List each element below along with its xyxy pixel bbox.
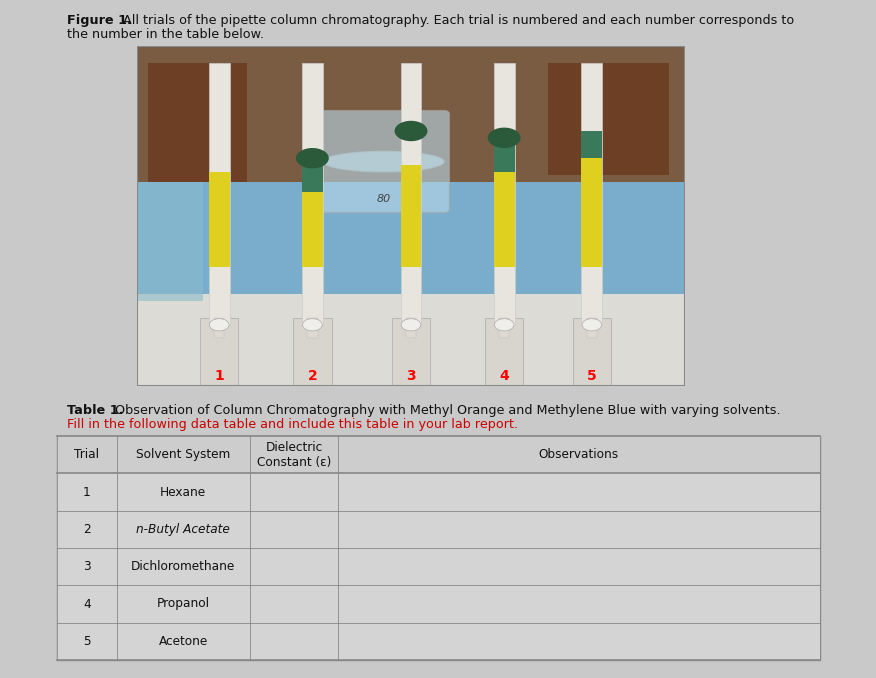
Bar bbox=[57, 511, 820, 548]
Bar bbox=[485, 318, 523, 386]
Bar bbox=[499, 318, 509, 338]
Bar bbox=[582, 63, 603, 325]
Text: 4: 4 bbox=[499, 369, 509, 382]
Text: Trial: Trial bbox=[74, 448, 99, 461]
Bar bbox=[302, 63, 322, 325]
Bar bbox=[548, 63, 668, 175]
Bar bbox=[494, 172, 514, 267]
Text: 3: 3 bbox=[83, 560, 90, 573]
Text: 2: 2 bbox=[83, 523, 90, 536]
Text: 5: 5 bbox=[83, 635, 90, 648]
Bar bbox=[582, 131, 603, 158]
Text: 2: 2 bbox=[307, 369, 317, 382]
Text: 1: 1 bbox=[215, 369, 224, 382]
Text: Solvent System: Solvent System bbox=[136, 448, 230, 461]
Circle shape bbox=[394, 121, 427, 141]
Bar bbox=[137, 46, 685, 199]
Bar bbox=[208, 172, 230, 267]
Text: Observations: Observations bbox=[539, 448, 619, 461]
Text: Propanol: Propanol bbox=[157, 597, 209, 610]
Text: Dichloromethane: Dichloromethane bbox=[131, 560, 236, 573]
Bar bbox=[302, 192, 322, 267]
Bar bbox=[57, 473, 820, 511]
Text: 80: 80 bbox=[377, 194, 391, 204]
Bar bbox=[587, 318, 597, 338]
Text: the number in the table below.: the number in the table below. bbox=[67, 28, 264, 41]
Bar bbox=[214, 318, 224, 338]
Bar bbox=[57, 585, 820, 622]
Text: Figure 1.: Figure 1. bbox=[67, 14, 131, 27]
Bar bbox=[494, 63, 514, 325]
Text: 1: 1 bbox=[83, 485, 90, 498]
Circle shape bbox=[302, 319, 322, 331]
Bar bbox=[137, 294, 685, 386]
Circle shape bbox=[296, 148, 328, 168]
Bar bbox=[406, 318, 416, 338]
Bar bbox=[302, 165, 322, 192]
Circle shape bbox=[488, 127, 520, 148]
Text: All trials of the pipette column chromatography. Each trial is numbered and each: All trials of the pipette column chromat… bbox=[119, 14, 795, 27]
Bar bbox=[392, 318, 430, 386]
Bar bbox=[494, 144, 514, 172]
Text: Hexane: Hexane bbox=[160, 485, 207, 498]
Text: 3: 3 bbox=[406, 369, 416, 382]
Bar bbox=[200, 318, 238, 386]
Bar bbox=[137, 182, 202, 301]
Bar bbox=[573, 318, 611, 386]
Text: 5: 5 bbox=[587, 369, 597, 382]
Circle shape bbox=[582, 319, 602, 331]
Circle shape bbox=[209, 319, 229, 331]
Circle shape bbox=[494, 319, 514, 331]
Bar bbox=[137, 182, 685, 301]
Text: Acetone: Acetone bbox=[159, 635, 208, 648]
Bar bbox=[57, 548, 820, 585]
Text: 4: 4 bbox=[83, 597, 90, 610]
Text: Table 1.: Table 1. bbox=[67, 404, 124, 417]
Bar bbox=[582, 158, 603, 267]
Bar bbox=[400, 63, 421, 325]
Bar bbox=[148, 63, 247, 182]
Bar bbox=[293, 318, 331, 386]
Text: Observation of Column Chromatography with Methyl Orange and Methylene Blue with : Observation of Column Chromatography wit… bbox=[111, 404, 781, 417]
Text: Dielectric
Constant (ε): Dielectric Constant (ε) bbox=[257, 441, 331, 468]
Bar bbox=[57, 436, 820, 660]
Circle shape bbox=[401, 319, 420, 331]
Bar bbox=[57, 622, 820, 660]
Bar bbox=[307, 318, 318, 338]
FancyBboxPatch shape bbox=[318, 111, 449, 213]
Ellipse shape bbox=[323, 151, 444, 172]
Bar bbox=[208, 63, 230, 325]
Text: n-Butyl Acetate: n-Butyl Acetate bbox=[137, 523, 230, 536]
Bar bbox=[400, 165, 421, 267]
Text: Fill in the following data table and include this table in your lab report.: Fill in the following data table and inc… bbox=[67, 418, 518, 431]
Bar bbox=[57, 436, 820, 473]
